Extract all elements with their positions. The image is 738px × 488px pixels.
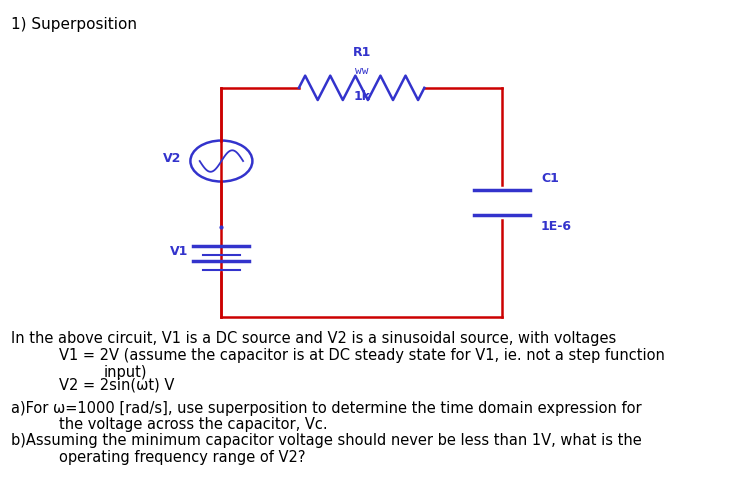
- Text: V1 = 2V (assume the capacitor is at DC steady state for V1, ie. not a step funct: V1 = 2V (assume the capacitor is at DC s…: [59, 348, 665, 363]
- Text: ww: ww: [355, 66, 368, 76]
- Text: 1E-6: 1E-6: [541, 220, 572, 233]
- Text: V1: V1: [170, 245, 188, 258]
- Text: R1: R1: [353, 45, 370, 59]
- Text: input): input): [103, 365, 147, 380]
- Text: C1: C1: [541, 172, 559, 185]
- Text: V2 = 2sin(ωt) V: V2 = 2sin(ωt) V: [59, 377, 174, 392]
- Text: 1k: 1k: [353, 90, 370, 103]
- Text: 1) Superposition: 1) Superposition: [11, 17, 137, 32]
- Text: the voltage across the capacitor, Vc.: the voltage across the capacitor, Vc.: [59, 417, 328, 432]
- Text: b)Assuming the minimum capacitor voltage should never be less than 1V, what is t: b)Assuming the minimum capacitor voltage…: [11, 433, 642, 448]
- Text: operating frequency range of V2?: operating frequency range of V2?: [59, 449, 306, 465]
- Text: a)For ω=1000 [rad/s], use superposition to determine the time domain expression : a)For ω=1000 [rad/s], use superposition …: [11, 401, 642, 416]
- Text: In the above circuit, V1 is a DC source and V2 is a sinusoidal source, with volt: In the above circuit, V1 is a DC source …: [11, 331, 616, 346]
- Text: V2: V2: [163, 152, 182, 165]
